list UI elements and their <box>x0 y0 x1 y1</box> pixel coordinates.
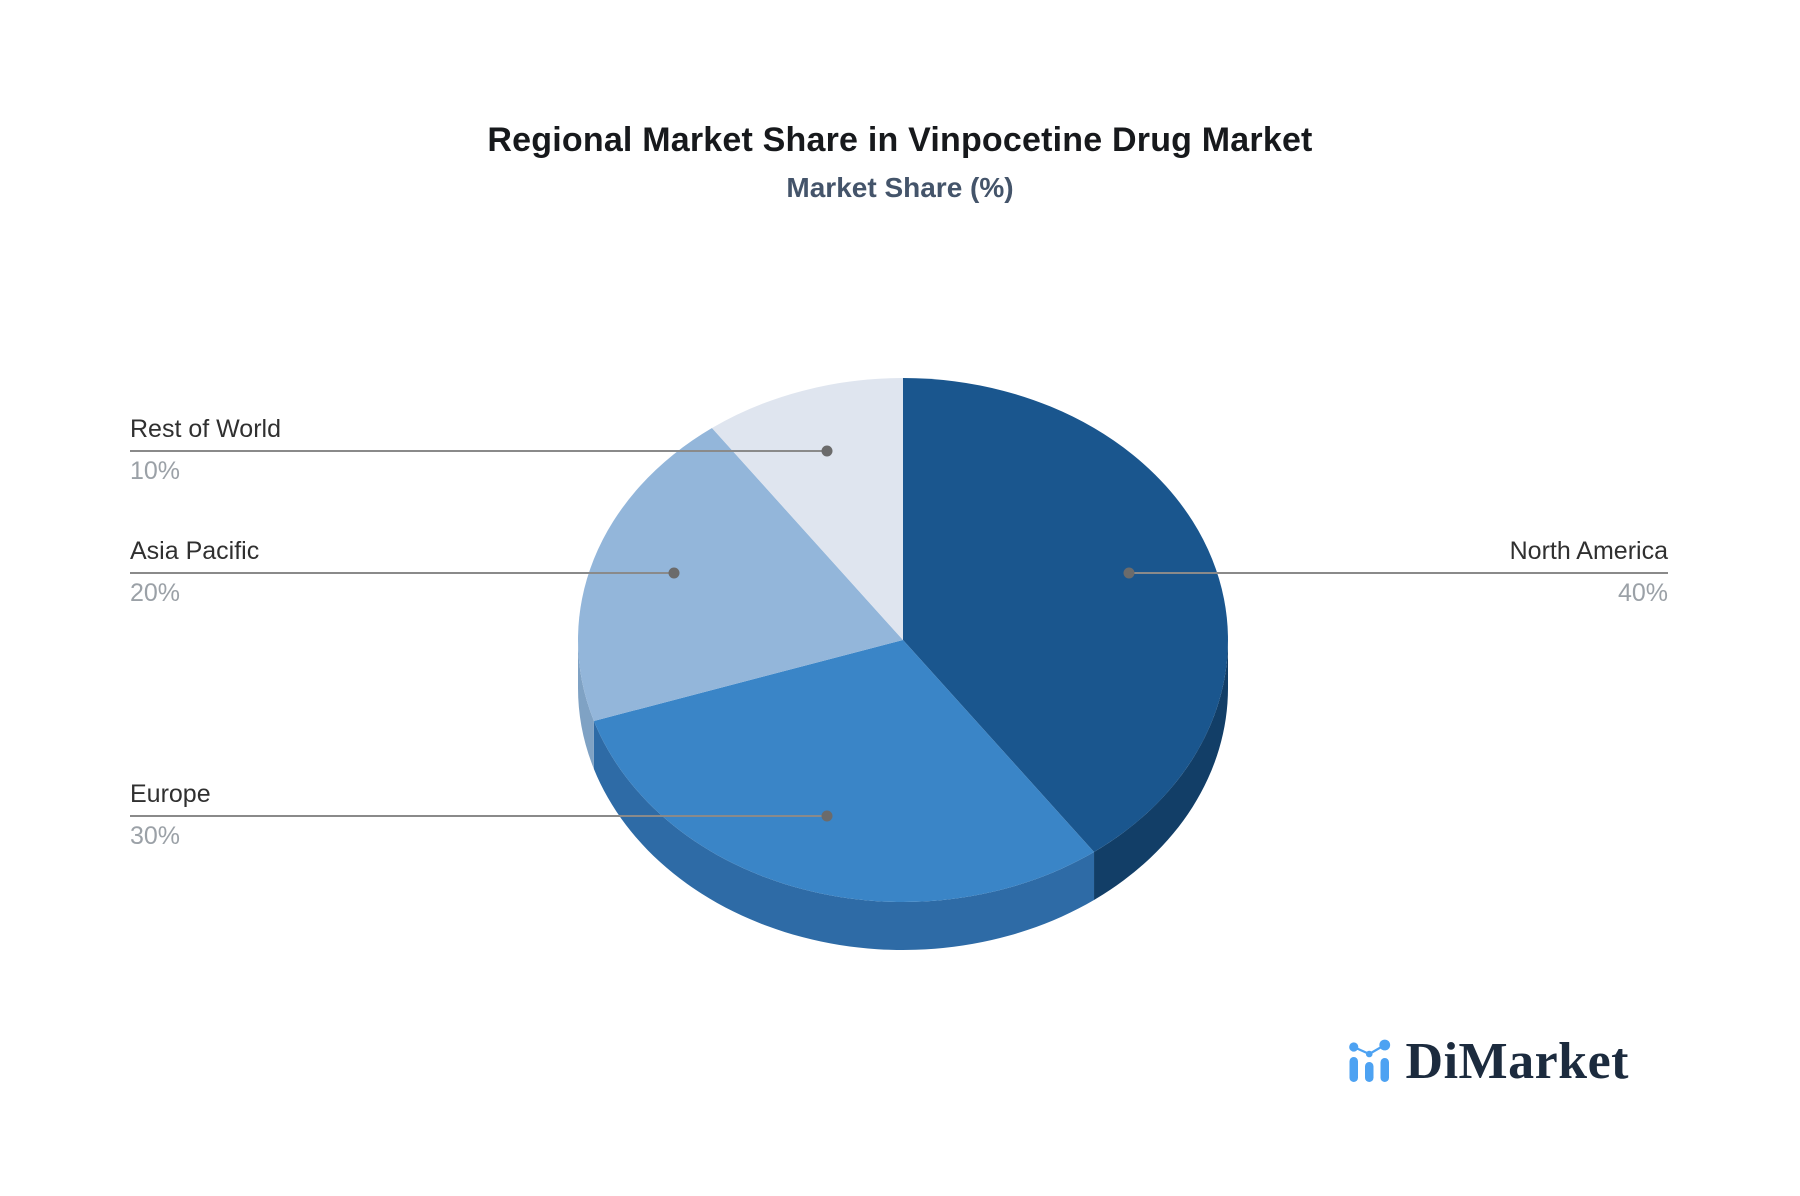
slice-value-rest-of-world: 10% <box>130 457 181 485</box>
callout-dot-europe <box>821 810 833 822</box>
slice-label-asia-pacific: Asia Pacific <box>130 537 260 565</box>
pie-slice-asia-pacific[interactable] <box>578 428 903 721</box>
slice-value-north-america: 40% <box>1617 579 1668 607</box>
pie-side-walls <box>578 640 1228 950</box>
pie-slice-north-america[interactable] <box>903 378 1228 852</box>
logo-text: DiMarket <box>1405 1033 1629 1090</box>
chart-subtitle: Market Share (%) <box>786 172 1014 203</box>
callout-dot-asia-pacific <box>668 567 680 579</box>
pie-slice-rest-of-world[interactable] <box>711 378 903 640</box>
pie-slice-north-america-side <box>1094 640 1228 900</box>
callout-rest-of-world: Rest of World 10% <box>130 415 281 485</box>
slice-value-asia-pacific: 20% <box>130 579 181 607</box>
logo-dot-3 <box>1378 1039 1390 1051</box>
pie-top-slices <box>578 378 1228 902</box>
pie-slice-europe-side <box>593 720 1095 950</box>
callout-europe: Europe 30% <box>130 780 211 850</box>
slice-value-europe: 30% <box>130 822 181 850</box>
callout-asia-pacific: Asia Pacific 20% <box>130 537 260 607</box>
slice-label-rest-of-world: Rest of World <box>130 415 281 443</box>
callout-dot-north-america <box>1123 567 1135 579</box>
callout-north-america: North America 40% <box>1248 537 1668 607</box>
pie-slice-asia-pacific-side <box>578 640 594 769</box>
bar-line-chart-icon <box>1348 1039 1390 1082</box>
logo-dot-2 <box>1365 1050 1373 1058</box>
logo-bar-1 <box>1349 1057 1358 1082</box>
pie-slice-europe[interactable] <box>593 640 1095 902</box>
logo-bar-2 <box>1364 1062 1374 1082</box>
slice-label-europe: Europe <box>130 780 211 808</box>
logo-bar-3 <box>1380 1058 1389 1082</box>
callout-dot-rest-of-world <box>821 445 833 457</box>
slice-label-north-america: North America <box>1509 537 1668 565</box>
chart-title: Regional Market Share in Vinpocetine Dru… <box>487 121 1313 159</box>
logo-dot-1 <box>1348 1042 1358 1052</box>
dimarket-logo[interactable]: DiMarket <box>1348 1036 1629 1088</box>
callout-lines <box>130 445 1668 822</box>
